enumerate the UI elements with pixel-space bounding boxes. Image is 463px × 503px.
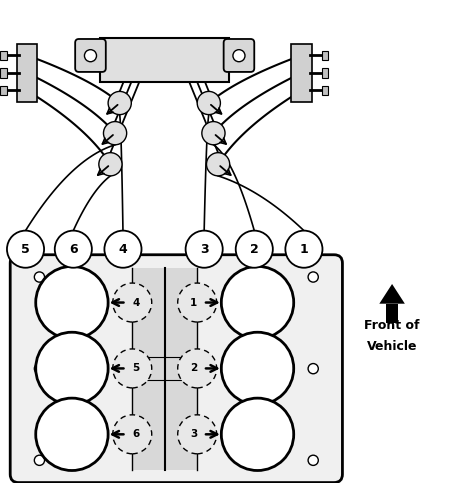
Text: 2: 2 [250,242,258,256]
Circle shape [36,267,108,339]
Circle shape [201,122,225,145]
Text: 6: 6 [132,430,139,439]
Circle shape [34,364,44,374]
Circle shape [108,92,131,115]
Circle shape [55,230,92,268]
FancyBboxPatch shape [321,51,327,60]
Text: 3: 3 [200,242,208,256]
Text: 6: 6 [69,242,77,256]
Text: 3: 3 [189,430,197,439]
Circle shape [34,272,44,282]
FancyBboxPatch shape [17,44,37,102]
Circle shape [235,230,272,268]
Circle shape [84,50,96,62]
Circle shape [36,398,108,470]
Text: 1: 1 [299,242,307,256]
Circle shape [221,398,293,470]
Circle shape [285,230,322,268]
Circle shape [104,230,141,268]
Text: 2: 2 [189,364,197,373]
FancyBboxPatch shape [321,68,327,77]
Circle shape [221,332,293,404]
FancyBboxPatch shape [223,39,254,72]
Circle shape [113,415,151,454]
Text: 5: 5 [132,364,139,373]
Circle shape [177,415,216,454]
Circle shape [7,230,44,268]
Circle shape [113,349,151,388]
Text: 4: 4 [132,298,139,307]
Circle shape [232,50,244,62]
FancyBboxPatch shape [0,86,7,95]
FancyBboxPatch shape [100,38,228,82]
Circle shape [177,349,216,388]
Polygon shape [379,284,404,304]
FancyBboxPatch shape [0,68,7,77]
FancyBboxPatch shape [10,255,342,482]
Text: Front of: Front of [363,319,419,332]
Circle shape [177,283,216,322]
Text: 1: 1 [189,298,197,307]
FancyBboxPatch shape [386,304,397,323]
Text: Vehicle: Vehicle [366,340,416,353]
Circle shape [206,153,229,176]
FancyBboxPatch shape [321,86,327,95]
Circle shape [221,267,293,339]
Circle shape [34,455,44,465]
Circle shape [99,153,122,176]
FancyBboxPatch shape [291,44,311,102]
Circle shape [185,230,222,268]
Circle shape [103,122,126,145]
Circle shape [197,92,220,115]
Circle shape [36,332,108,404]
FancyBboxPatch shape [132,268,197,470]
FancyBboxPatch shape [0,51,7,60]
Circle shape [113,283,151,322]
Text: 5: 5 [21,242,30,256]
Circle shape [307,455,318,465]
Text: 4: 4 [119,242,127,256]
Circle shape [307,272,318,282]
Circle shape [307,364,318,374]
FancyBboxPatch shape [75,39,106,72]
